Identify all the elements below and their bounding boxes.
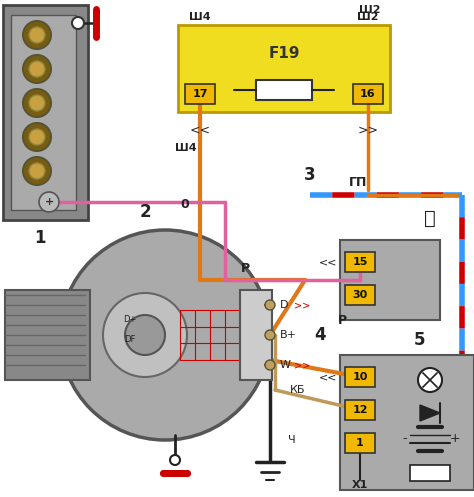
Text: +: + <box>45 197 54 207</box>
Text: DF: DF <box>124 335 136 344</box>
Bar <box>11 15 76 210</box>
Circle shape <box>125 315 165 355</box>
Bar <box>240 290 272 380</box>
Text: 17: 17 <box>192 89 208 99</box>
Circle shape <box>103 293 187 377</box>
Text: 15: 15 <box>352 257 368 267</box>
Text: -: - <box>403 432 407 445</box>
Text: 5: 5 <box>414 331 426 349</box>
Text: 16: 16 <box>360 89 376 99</box>
Circle shape <box>60 230 270 440</box>
Polygon shape <box>420 405 440 421</box>
Text: ГП: ГП <box>349 176 367 189</box>
Circle shape <box>29 95 45 111</box>
Bar <box>340 355 474 490</box>
Bar <box>345 367 375 387</box>
Circle shape <box>418 368 442 392</box>
Circle shape <box>29 163 45 179</box>
Bar <box>178 25 390 112</box>
Text: Ш2: Ш2 <box>359 5 381 15</box>
Circle shape <box>23 123 51 151</box>
Text: <<: << <box>319 372 337 382</box>
Circle shape <box>29 27 45 43</box>
Text: >>: >> <box>294 360 310 370</box>
Text: W: W <box>280 360 291 370</box>
Circle shape <box>265 360 275 370</box>
Text: D+: D+ <box>123 316 137 325</box>
Text: 2: 2 <box>139 203 151 221</box>
Bar <box>410 465 450 481</box>
Circle shape <box>39 192 59 212</box>
Circle shape <box>265 300 275 310</box>
Text: 30: 30 <box>352 290 368 300</box>
Bar <box>3 5 88 220</box>
Circle shape <box>23 21 51 49</box>
Circle shape <box>29 61 45 77</box>
Text: 1: 1 <box>34 229 46 247</box>
Text: B+: B+ <box>280 330 297 340</box>
Text: F19: F19 <box>268 46 300 61</box>
Circle shape <box>29 129 45 145</box>
Bar <box>340 240 440 320</box>
Text: P: P <box>337 314 346 327</box>
Bar <box>345 252 375 272</box>
Circle shape <box>72 17 84 29</box>
Text: >>: >> <box>357 123 379 137</box>
Bar <box>353 84 383 104</box>
Text: 🔑: 🔑 <box>424 209 436 228</box>
Bar <box>345 433 375 453</box>
Text: <<: << <box>190 123 210 137</box>
Text: Ш4: Ш4 <box>175 143 197 153</box>
Text: Ч: Ч <box>288 435 296 445</box>
Text: P: P <box>240 261 250 274</box>
Text: Х1: Х1 <box>352 480 368 490</box>
Text: 12: 12 <box>352 405 368 415</box>
Circle shape <box>23 55 51 83</box>
Text: 0: 0 <box>181 198 190 212</box>
Circle shape <box>23 89 51 117</box>
Text: 10: 10 <box>352 372 368 382</box>
Text: Ш2: Ш2 <box>357 12 379 22</box>
Bar <box>256 80 312 100</box>
Text: D: D <box>280 300 289 310</box>
Bar <box>345 285 375 305</box>
Text: 1: 1 <box>356 438 364 448</box>
Text: Ш4: Ш4 <box>189 12 211 22</box>
Circle shape <box>265 330 275 340</box>
Text: >>: >> <box>294 300 310 310</box>
Text: 4: 4 <box>314 326 326 344</box>
Bar <box>185 84 215 104</box>
Text: <<: << <box>319 257 337 267</box>
Circle shape <box>23 157 51 185</box>
Bar <box>5 290 90 380</box>
Text: 3: 3 <box>304 166 316 184</box>
Circle shape <box>170 455 180 465</box>
Bar <box>345 400 375 420</box>
Text: +: + <box>450 432 460 445</box>
Text: КБ: КБ <box>290 385 306 395</box>
